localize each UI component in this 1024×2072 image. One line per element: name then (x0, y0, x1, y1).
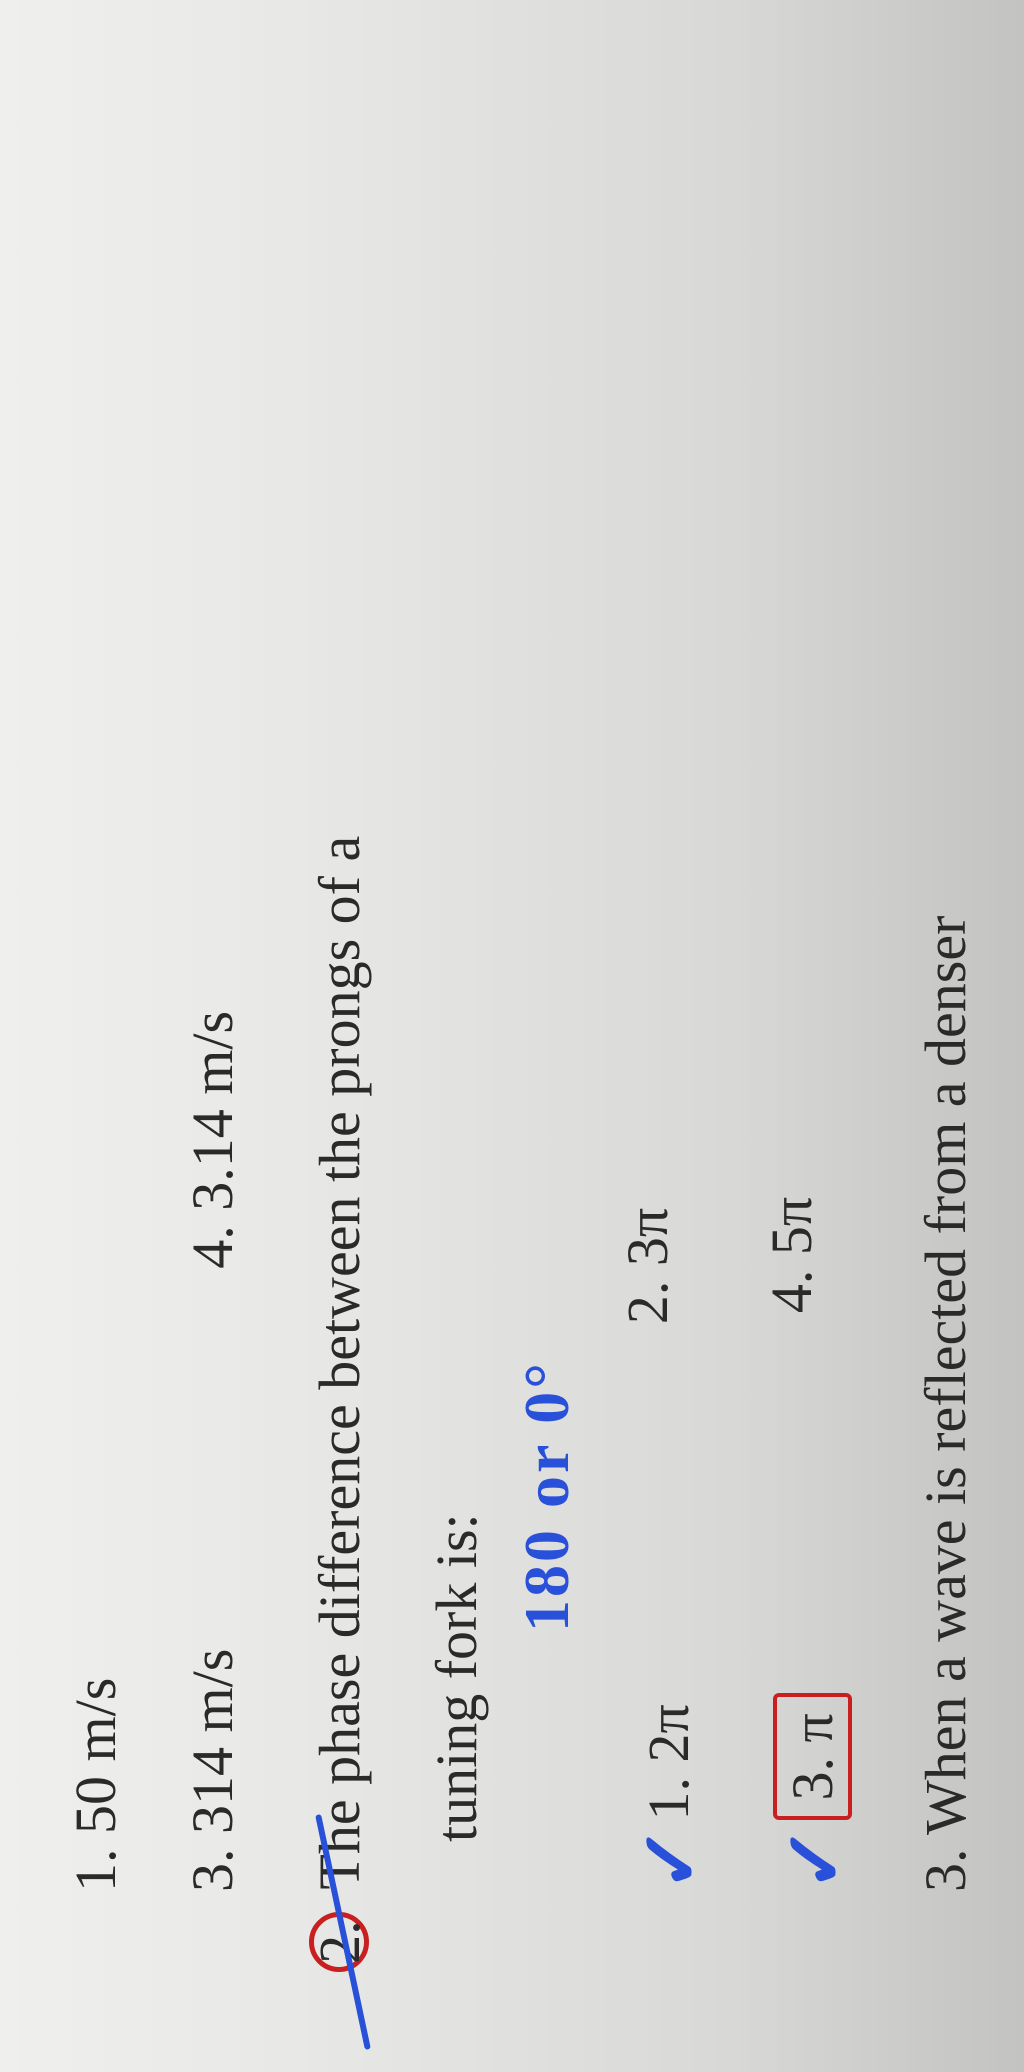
checkmark-icon: ✓ (624, 1825, 718, 1892)
checkmark-icon: ✓ (768, 1825, 862, 1892)
strike-annotation: 2. (307, 1890, 372, 1973)
option-row: ✓ 1. 2π 2. 3π (614, 0, 708, 1972)
q2-opt3: ✓ 3. π (758, 1693, 852, 1892)
q2-text: 2. The phase difference between the pron… (296, 0, 383, 1972)
question-3: 3. When a wave is reflected from a dense… (902, 0, 989, 1972)
option-row: 1. 50 m/s (62, 0, 129, 1892)
q1-opt4: 4. 3.14 m/s (179, 1011, 246, 1269)
question-2: 2. The phase difference between the pron… (296, 0, 852, 1972)
document-page: 1. 50 m/s 3. 314 m/s 4. 3.14 m/s 2. The … (0, 0, 1024, 2072)
q2-opt1: ✓ 1. 2π (614, 1704, 708, 1892)
q2-line2: tuning fork is: (413, 0, 500, 1972)
boxed-answer: 3. π (773, 1693, 852, 1820)
option-row: ✓ 3. π 4. 5π (758, 0, 852, 1972)
handwritten-annotation: 180 or 0° (510, 0, 584, 1632)
q2-opt2: 2. 3π (614, 1208, 708, 1324)
q1-opt3: 3. 314 m/s (179, 1649, 246, 1892)
q2-line1: The phase difference between the prongs … (307, 836, 372, 1890)
question-1-options: 1. 50 m/s 3. 314 m/s 4. 3.14 m/s (62, 0, 246, 1972)
q2-opt4: 4. 5π (758, 1197, 852, 1313)
q2-opt1-text: 1. 2π (636, 1704, 701, 1820)
circled-number: 2. (309, 1912, 369, 1972)
option-row: 3. 314 m/s 4. 3.14 m/s (179, 0, 246, 1892)
q1-opt1: 1. 50 m/s (62, 1678, 129, 1892)
q3-text: 3. When a wave is reflected from a dense… (913, 916, 978, 1892)
